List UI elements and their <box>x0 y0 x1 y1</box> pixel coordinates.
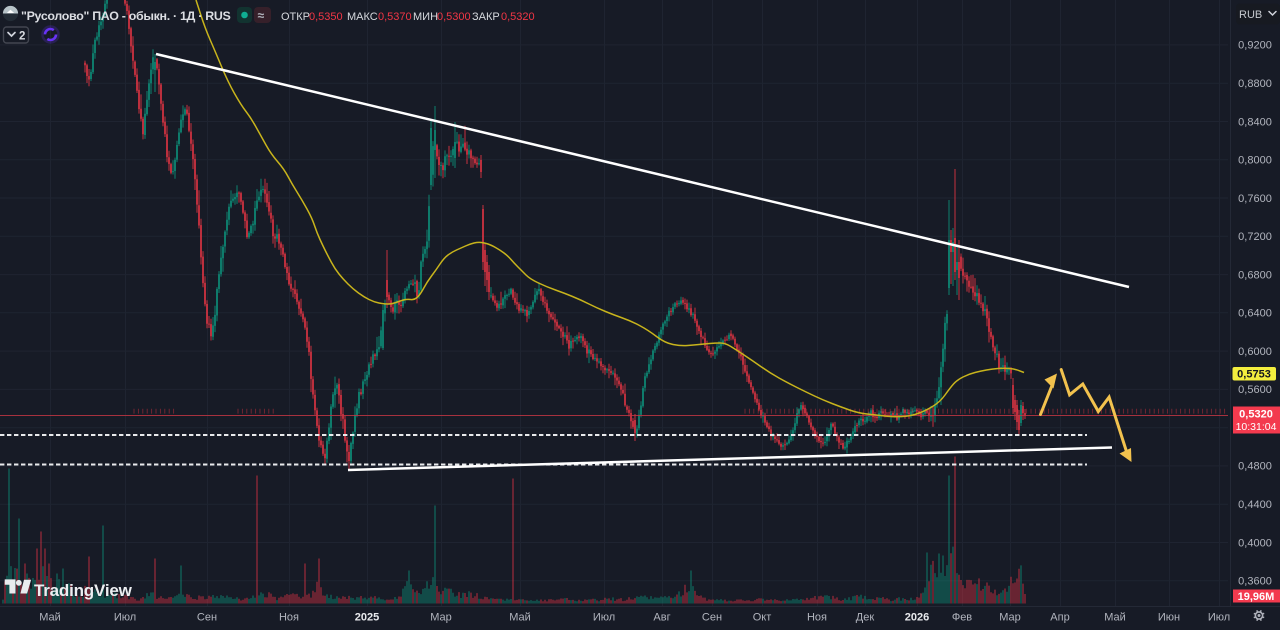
svg-text:0,4000: 0,4000 <box>1238 537 1272 549</box>
svg-text:Апр: Апр <box>1050 612 1069 624</box>
svg-text:0,6800: 0,6800 <box>1238 269 1272 281</box>
svg-text:ОТКР: ОТКР <box>281 11 310 23</box>
svg-text:≈: ≈ <box>258 9 265 23</box>
svg-text:RUB: RUB <box>1239 9 1262 21</box>
svg-text:Июн: Июн <box>1158 612 1180 624</box>
svg-text:Май: Май <box>39 612 61 624</box>
svg-text:Авг: Авг <box>653 612 670 624</box>
svg-text:Сен: Сен <box>197 612 217 624</box>
svg-text:0,5350: 0,5350 <box>309 11 343 23</box>
svg-text:0,5300: 0,5300 <box>437 11 471 23</box>
svg-text:Май: Май <box>1104 612 1126 624</box>
svg-text:Ноя: Ноя <box>807 612 827 624</box>
svg-text:Сен: Сен <box>702 612 722 624</box>
svg-text:МАКС: МАКС <box>347 11 378 23</box>
svg-text:2026: 2026 <box>905 612 929 624</box>
svg-text:0,8000: 0,8000 <box>1238 155 1272 167</box>
svg-text:10:31:04: 10:31:04 <box>1236 421 1277 433</box>
svg-text:0,8800: 0,8800 <box>1238 78 1272 90</box>
svg-text:Дек: Дек <box>856 612 875 624</box>
svg-text:Мар: Мар <box>430 612 452 624</box>
svg-text:Июл: Июл <box>593 612 615 624</box>
svg-text:Июл: Июл <box>114 612 136 624</box>
svg-text:0,5320: 0,5320 <box>501 11 535 23</box>
svg-text:МИН: МИН <box>413 11 438 23</box>
svg-text:0,5600: 0,5600 <box>1238 384 1272 396</box>
svg-text:Фев: Фев <box>952 612 972 624</box>
svg-text:0,3600: 0,3600 <box>1238 576 1272 588</box>
svg-text:Июл: Июл <box>1208 612 1230 624</box>
svg-text:0,7200: 0,7200 <box>1238 231 1272 243</box>
svg-text:0,5370: 0,5370 <box>378 11 412 23</box>
svg-text:0,8400: 0,8400 <box>1238 116 1272 128</box>
svg-text:TradingView: TradingView <box>34 581 133 600</box>
svg-text:0,4800: 0,4800 <box>1238 461 1272 473</box>
svg-text:"Русолово" ПАО - обыкн. · 1Д ·: "Русолово" ПАО - обыкн. · 1Д · RUS <box>21 9 230 23</box>
svg-text:0,5320: 0,5320 <box>1239 409 1273 421</box>
svg-text:0,9200: 0,9200 <box>1238 40 1272 52</box>
svg-text:Мар: Мар <box>999 612 1021 624</box>
svg-text:19,96M: 19,96M <box>1238 591 1275 603</box>
svg-text:0,7600: 0,7600 <box>1238 193 1272 205</box>
svg-text:0,6000: 0,6000 <box>1238 346 1272 358</box>
svg-text:0,4400: 0,4400 <box>1238 499 1272 511</box>
svg-text:Ноя: Ноя <box>279 612 299 624</box>
svg-text:2: 2 <box>19 31 25 43</box>
svg-text:0,5753: 0,5753 <box>1237 369 1271 381</box>
svg-text:Окт: Окт <box>753 612 772 624</box>
svg-text:Май: Май <box>509 612 531 624</box>
svg-text:2025: 2025 <box>355 612 379 624</box>
svg-text:ЗАКР: ЗАКР <box>472 11 500 23</box>
svg-text:0,6400: 0,6400 <box>1238 308 1272 320</box>
